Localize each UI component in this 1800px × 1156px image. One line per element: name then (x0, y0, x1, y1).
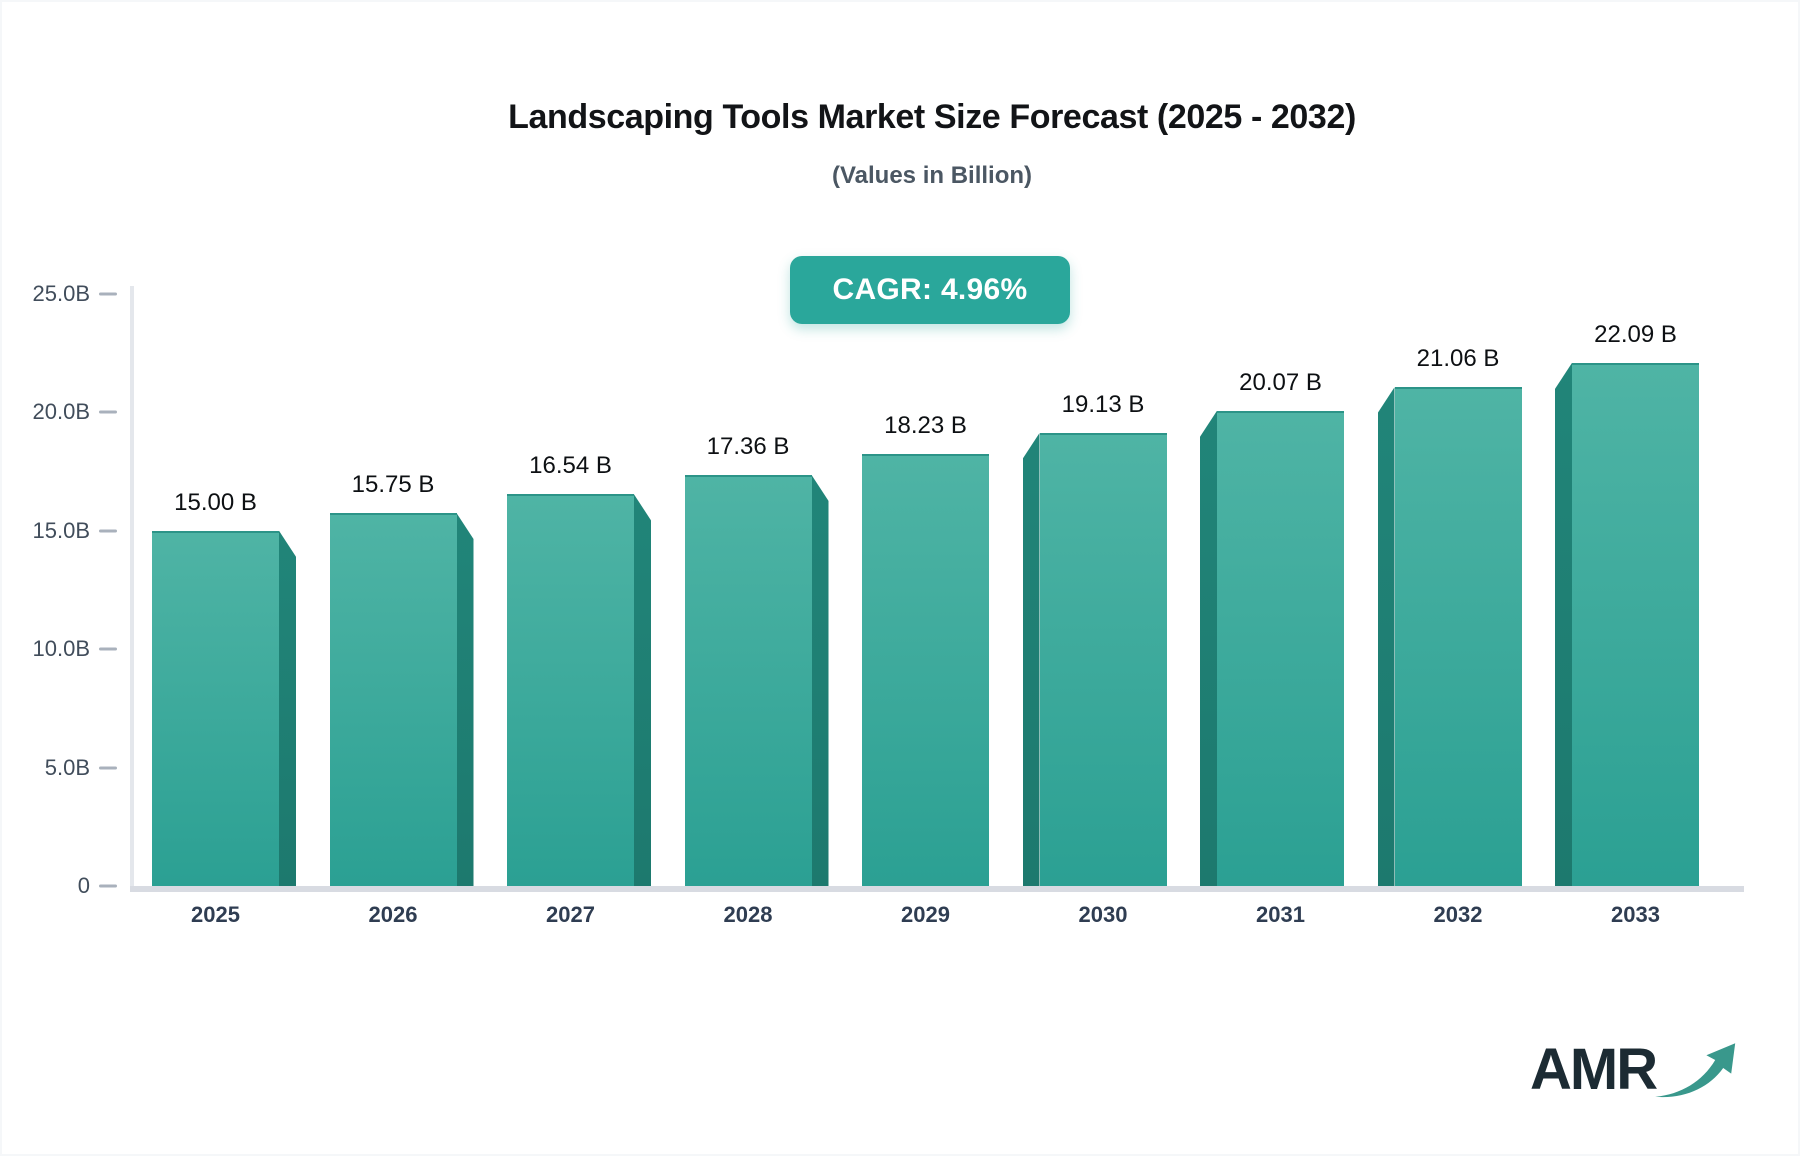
y-axis-tick-label: 25.0B (32, 281, 91, 306)
y-axis-tick-label: 0 (77, 873, 90, 898)
y-axis-tick-mark (99, 884, 117, 888)
x-axis-label-2032: 2032 (1433, 902, 1483, 927)
bar-2031 (1217, 410, 1344, 886)
bar-side-2032 (1377, 387, 1395, 886)
bar-value-label: 16.54 B (529, 452, 612, 480)
y-axis-line (130, 286, 134, 890)
bar-2027 (507, 494, 634, 886)
bar-2025 (152, 530, 279, 886)
bar-value-label: 15.75 B (351, 471, 435, 499)
y-axis-tick-label: 10.0B (32, 636, 91, 662)
bar-side-2025 (279, 530, 296, 886)
y-axis-tick-mark (99, 292, 117, 296)
bar-side-2031 (1200, 410, 1217, 886)
x-axis-label-2033: 2033 (1611, 902, 1660, 927)
amr-logo: AMR (1530, 1036, 1736, 1126)
bar-2026 (329, 513, 457, 886)
chart-subtitle: (Values in Billion) (831, 162, 1033, 189)
bar-value-label: 19.13 B (1061, 391, 1145, 418)
bar-side-2030 (1022, 433, 1040, 886)
cagr-badge: CAGR: 4.96% (790, 256, 1070, 324)
y-axis-tick-mark (99, 766, 117, 770)
bar-2033 (1572, 362, 1699, 886)
bar-value-label: 22.09 B (1594, 320, 1677, 348)
bar-side-2033 (1555, 362, 1572, 886)
bar-value-label: 15.00 B (174, 488, 257, 516)
bar-2028 (684, 474, 812, 886)
bar-value-label: 18.23 B (884, 412, 967, 440)
bar-2029 (862, 454, 989, 886)
y-axis-tick-label: 5.0B (44, 754, 90, 780)
y-axis-tick-mark (99, 647, 117, 651)
bar-side-2027 (634, 494, 651, 886)
x-axis-line (130, 886, 1744, 892)
y-axis-tick-label: 20.0B (32, 399, 91, 425)
x-axis-label-2031: 2031 (1256, 902, 1305, 927)
y-axis-tick-mark (99, 410, 117, 414)
amr-logo-text: AMR (1530, 1037, 1658, 1102)
bar-value-label: 21.06 B (1416, 345, 1500, 373)
y-axis-tick-label: 15.0B (32, 517, 91, 543)
x-axis-label-2028: 2028 (723, 902, 773, 927)
x-axis-label-2025: 2025 (191, 902, 240, 927)
x-axis-label-2030: 2030 (1078, 902, 1128, 927)
bar-2030 (1039, 433, 1167, 886)
growth-arrow-icon (1655, 1043, 1736, 1098)
bar-value-label: 17.36 B (706, 432, 790, 460)
x-axis-label-2029: 2029 (901, 902, 950, 927)
y-axis-tick-mark (99, 529, 117, 533)
x-axis-label-2027: 2027 (546, 902, 595, 927)
bar-value-label: 20.07 B (1239, 368, 1322, 396)
chart-title: Landscaping Tools Market Size Forecast (… (508, 98, 1356, 136)
x-axis-label-2026: 2026 (368, 902, 418, 927)
bar-side-2026 (456, 513, 474, 886)
bar-side-2028 (811, 474, 829, 886)
bar-2032 (1394, 387, 1522, 886)
